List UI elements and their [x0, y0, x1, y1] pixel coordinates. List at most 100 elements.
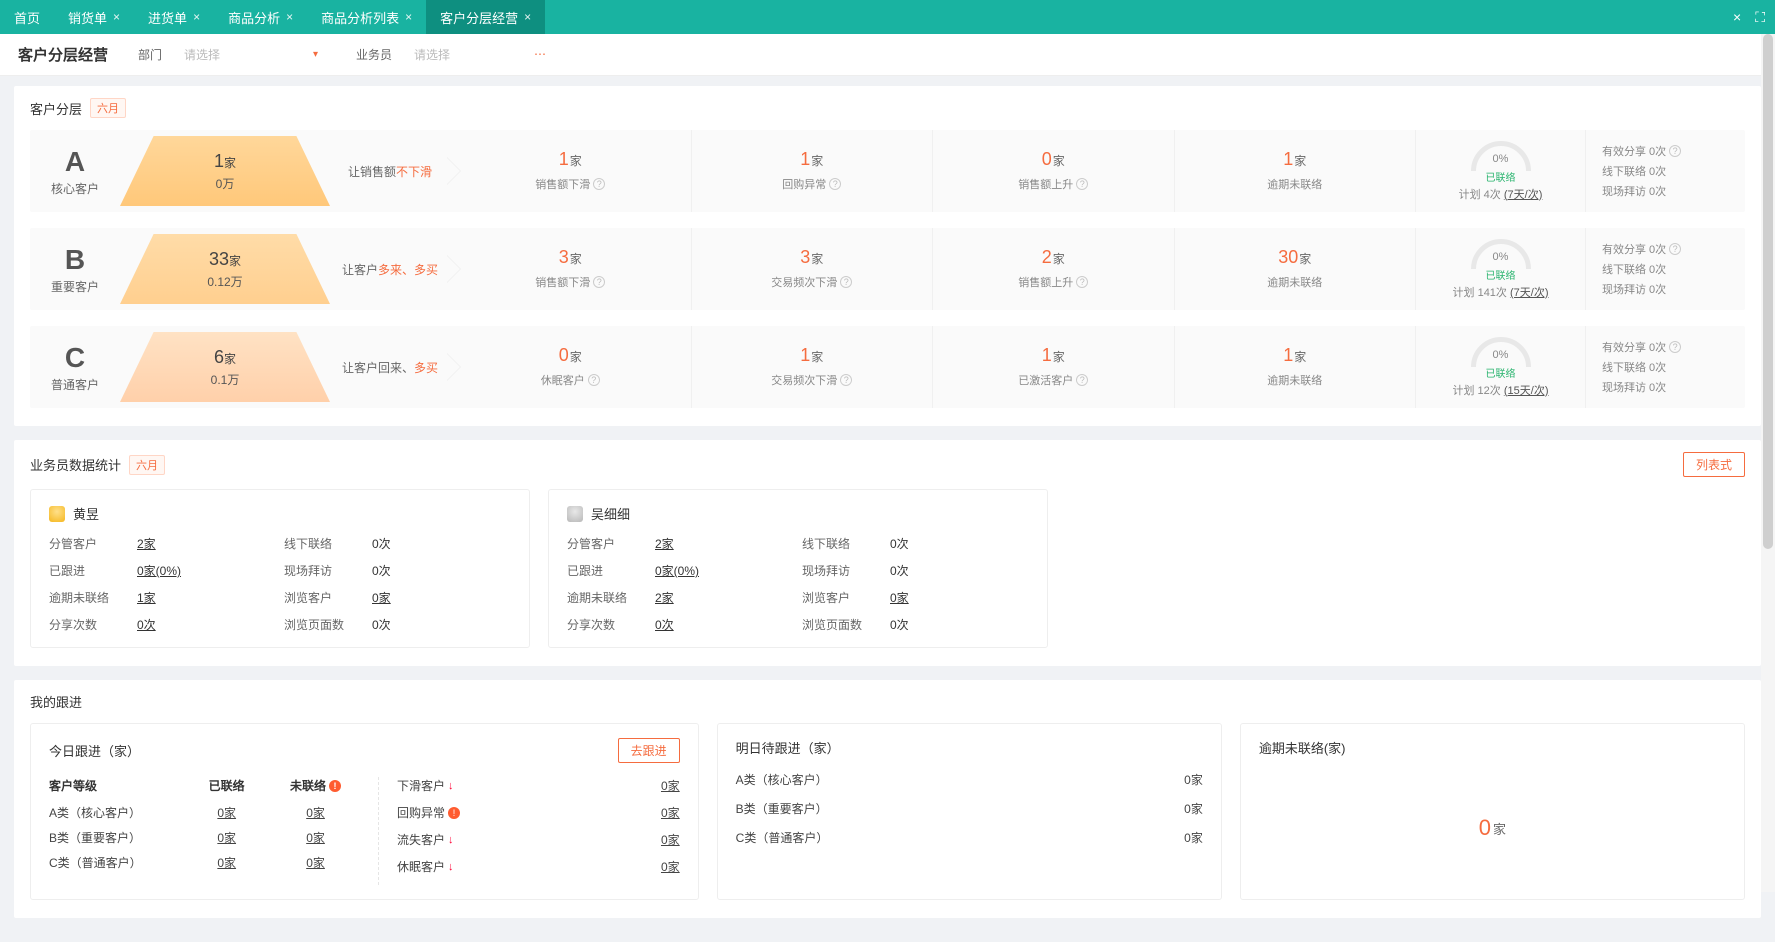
sg-value[interactable]: 1家 — [137, 589, 276, 606]
tab-3[interactable]: 商品分析× — [214, 0, 307, 34]
help-icon[interactable]: ? — [840, 374, 852, 386]
tab-0[interactable]: 首页 — [0, 0, 54, 34]
sg-label: 已跟进 — [567, 562, 647, 579]
sg-label: 分管客户 — [49, 535, 129, 552]
sg-value[interactable]: 0家 — [372, 589, 511, 606]
sg-value[interactable]: 0次 — [137, 616, 276, 633]
vertical-scrollbar[interactable] — [1761, 34, 1775, 892]
tabs-close-all-icon[interactable]: × — [1733, 9, 1741, 25]
sg-value[interactable]: 0次 — [890, 535, 1029, 552]
sg-value[interactable]: 2家 — [137, 535, 276, 552]
tab-close-icon[interactable]: × — [113, 10, 120, 24]
metric-cell[interactable]: 3家销售额下滑 ? — [450, 228, 691, 310]
metric-label: 销售额上升 ? — [1018, 274, 1088, 290]
tab-2[interactable]: 进货单× — [134, 0, 214, 34]
tab-close-icon[interactable]: × — [193, 10, 200, 24]
table-header-row: 客户等级已联络未联络 ! — [49, 777, 360, 794]
metric-cell[interactable]: 1家逾期未联络 — [1174, 130, 1416, 212]
list-item-value[interactable]: 0家 — [661, 777, 680, 794]
tab-label: 销货单 — [68, 8, 107, 27]
sg-value[interactable]: 0家(0%) — [137, 562, 276, 579]
metric-cell[interactable]: 3家交易频次下滑 ? — [691, 228, 933, 310]
metric-cell[interactable]: 0家休眠客户 ? — [450, 326, 691, 408]
help-icon[interactable]: ? — [593, 276, 605, 288]
dept-select[interactable]: 请选择 ▾ — [176, 42, 326, 68]
sg-value[interactable]: 2家 — [655, 535, 794, 552]
metric-cell[interactable]: 0家销售额上升 ? — [932, 130, 1174, 212]
metric-value: 1家 — [1283, 150, 1306, 168]
td-link[interactable]: 0家 — [271, 829, 360, 846]
metric-label: 交易频次下滑 ? — [771, 372, 852, 388]
td-link[interactable]: 0家 — [271, 804, 360, 821]
tier-row-c: C普通客户6家0.1万让客户回来、多买0家休眠客户 ?1家交易频次下滑 ?1家已… — [30, 326, 1745, 408]
sg-value[interactable]: 0次 — [372, 562, 511, 579]
salesman-label: 业务员 — [356, 46, 392, 63]
metric-cell[interactable]: 1家交易频次下滑 ? — [691, 326, 933, 408]
go-follow-button[interactable]: 去跟进 — [618, 738, 680, 763]
metric-cell[interactable]: 2家销售额上升 ? — [932, 228, 1174, 310]
tab-label: 首页 — [14, 8, 40, 27]
help-icon[interactable]: ? — [1669, 243, 1681, 255]
sales-grid: 分管客户2家线下联络0次已跟进0家(0%)现场拜访0次逾期未联络1家浏览客户0家… — [49, 535, 511, 633]
help-icon[interactable]: ? — [1669, 145, 1681, 157]
list-item: C类（普通客户）0家 — [736, 829, 1203, 846]
sg-value[interactable]: 0次 — [890, 616, 1029, 633]
tab-close-icon[interactable]: × — [405, 10, 412, 24]
list-item-value[interactable]: 0家 — [661, 858, 680, 875]
sg-value[interactable]: 2家 — [655, 589, 794, 606]
gauge-status: 已联络 — [1486, 267, 1516, 282]
list-item-value[interactable]: 0家 — [661, 831, 680, 848]
sg-value[interactable]: 0家 — [890, 589, 1029, 606]
list-item-value[interactable]: 0家 — [1184, 829, 1203, 846]
list-item-value[interactable]: 0家 — [1184, 771, 1203, 788]
sg-value[interactable]: 0次 — [372, 616, 511, 633]
help-icon[interactable]: ? — [593, 178, 605, 190]
help-icon[interactable]: ? — [829, 178, 841, 190]
help-icon[interactable]: ? — [1076, 276, 1088, 288]
sales-card: 黄昱分管客户2家线下联络0次已跟进0家(0%)现场拜访0次逾期未联络1家浏览客户… — [30, 489, 530, 648]
list-item-value[interactable]: 0家 — [1184, 800, 1203, 817]
tier-letter-sub: 重要客户 — [30, 278, 120, 295]
td-link[interactable]: 0家 — [182, 854, 271, 871]
tab-close-icon[interactable]: × — [524, 10, 531, 24]
plan-text: 计划 4次 (7天/次) — [1459, 186, 1543, 202]
sg-value[interactable]: 0家(0%) — [655, 562, 794, 579]
help-icon[interactable]: ? — [1076, 178, 1088, 190]
metric-value: 1家 — [800, 346, 823, 364]
metric-cell[interactable]: 1家已激活客户 ? — [932, 326, 1174, 408]
tier-amount: 0.12万 — [207, 273, 242, 290]
metric-cell[interactable]: 1家销售额下滑 ? — [450, 130, 691, 212]
metric-cell[interactable]: 1家回购异常 ? — [691, 130, 933, 212]
td-link[interactable]: 0家 — [182, 829, 271, 846]
list-item: 回购异常 !0家 — [397, 804, 680, 821]
tab-4[interactable]: 商品分析列表 × — [307, 0, 426, 34]
help-icon[interactable]: ? — [1669, 341, 1681, 353]
gauge-status: 已联络 — [1486, 169, 1516, 184]
plan-text: 计划 12次 (15天/次) — [1453, 382, 1549, 398]
share-line: 现场拜访 0次 — [1602, 379, 1745, 395]
metric-label: 已激活客户 ? — [1018, 372, 1088, 388]
metric-cell[interactable]: 30家逾期未联络 — [1174, 228, 1416, 310]
tab-1[interactable]: 销货单 × — [54, 0, 134, 34]
tab-label: 商品分析列表 — [321, 8, 399, 27]
tier-count: 33家 — [209, 249, 241, 270]
help-icon[interactable]: ? — [840, 276, 852, 288]
tab-label: 客户分层经营 — [440, 8, 518, 27]
tab-5[interactable]: 客户分层经营 × — [426, 0, 545, 34]
sg-value[interactable]: 0次 — [655, 616, 794, 633]
list-item-value[interactable]: 0家 — [661, 804, 680, 821]
metric-cell[interactable]: 1家逾期未联络 — [1174, 326, 1416, 408]
sg-value[interactable]: 0次 — [372, 535, 511, 552]
scrollbar-thumb[interactable] — [1763, 34, 1773, 549]
salesman-select[interactable]: 请选择 ⋯ — [406, 42, 556, 68]
tab-close-icon[interactable]: × — [286, 10, 293, 24]
fullscreen-icon[interactable]: ⛶ — [1755, 9, 1765, 26]
sg-value[interactable]: 0次 — [890, 562, 1029, 579]
td-link[interactable]: 0家 — [182, 804, 271, 821]
help-icon[interactable]: ? — [1076, 374, 1088, 386]
list-mode-button[interactable]: 列表式 — [1683, 452, 1745, 477]
tier-metrics: 0家休眠客户 ?1家交易频次下滑 ?1家已激活客户 ?1家逾期未联络 — [450, 326, 1415, 408]
follow-panel-title: 我的跟进 — [30, 692, 82, 711]
td-link[interactable]: 0家 — [271, 854, 360, 871]
help-icon[interactable]: ? — [588, 374, 600, 386]
